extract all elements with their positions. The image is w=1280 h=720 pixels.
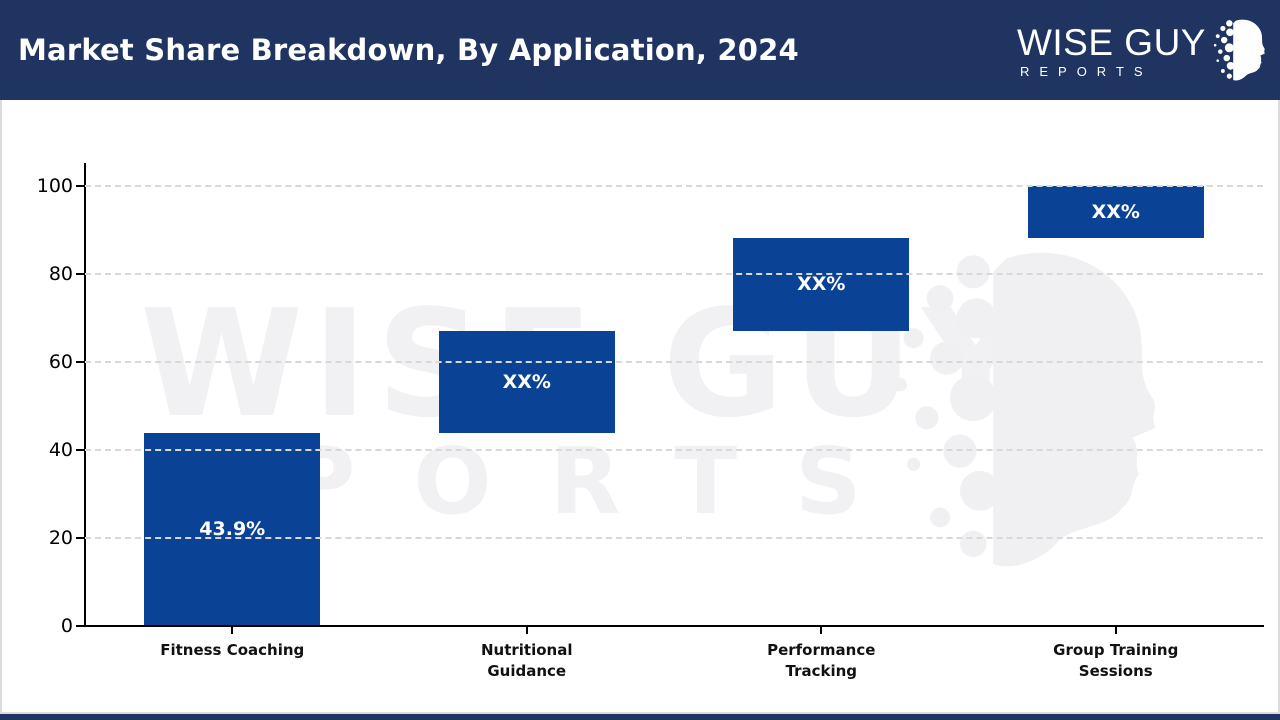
x-tick-mark — [525, 627, 528, 634]
chart-bar — [1027, 186, 1204, 238]
y-tick-mark — [76, 625, 84, 627]
category-label-line: Group Training — [1053, 641, 1179, 659]
y-tick-mark — [76, 185, 84, 187]
y-gridline — [85, 185, 1263, 187]
y-gridline — [85, 361, 1263, 363]
category-label: Group Training Sessions — [1006, 640, 1226, 682]
y-tick-label: 40 — [48, 439, 73, 461]
y-tick-label: 0 — [60, 615, 73, 637]
category-label: Nutritional Guidance — [417, 640, 637, 682]
category-label-line: Performance — [767, 641, 876, 659]
logo-wordmark: WISE GUY — [1016, 22, 1206, 63]
y-tick-label: 20 — [48, 527, 73, 549]
y-axis-spine — [84, 163, 86, 626]
y-gridline — [85, 537, 1263, 539]
logo-text: WISE GUY REPORTS — [1016, 22, 1206, 80]
logo-subtitle: REPORTS — [1019, 64, 1153, 79]
category-label-line: Fitness Coaching — [160, 641, 305, 659]
page-title: Market Share Breakdown, By Application, … — [18, 33, 799, 67]
y-tick-mark — [76, 537, 84, 539]
category-label-line: Sessions — [1078, 662, 1153, 680]
x-tick-mark — [820, 627, 823, 634]
bar-value-label: XX% — [502, 370, 551, 393]
category-label-line: Tracking — [785, 662, 858, 680]
chart-bar — [733, 237, 910, 331]
x-tick-mark — [1114, 627, 1117, 634]
y-tick-mark — [76, 361, 84, 363]
x-tick-mark — [231, 627, 234, 634]
y-tick-label: 80 — [48, 263, 73, 285]
bar-value-label: XX% — [1091, 200, 1140, 223]
footer-bar — [0, 714, 1280, 720]
category-label-line: Guidance — [487, 662, 567, 680]
chart-bar — [144, 432, 321, 626]
x-axis-spine — [84, 625, 1264, 627]
category-label: Performance Tracking — [711, 640, 931, 682]
y-tick-mark — [76, 449, 84, 451]
category-label-line: Nutritional — [480, 641, 573, 659]
y-gridline — [85, 273, 1263, 275]
y-gridline — [85, 449, 1263, 451]
header-bar: Market Share Breakdown, By Application, … — [0, 0, 1280, 100]
category-label: Fitness Coaching — [122, 640, 342, 661]
wise-guy-logo: WISE GUY REPORTS — [1017, 8, 1268, 94]
bar-value-label: 43.9% — [199, 518, 266, 541]
logo-face-icon — [1213, 19, 1265, 81]
y-tick-label: 100 — [36, 175, 73, 197]
y-tick-mark — [76, 273, 84, 275]
y-tick-label: 60 — [48, 351, 73, 373]
chart-bar — [438, 330, 615, 433]
bar-value-label: XX% — [797, 273, 846, 296]
